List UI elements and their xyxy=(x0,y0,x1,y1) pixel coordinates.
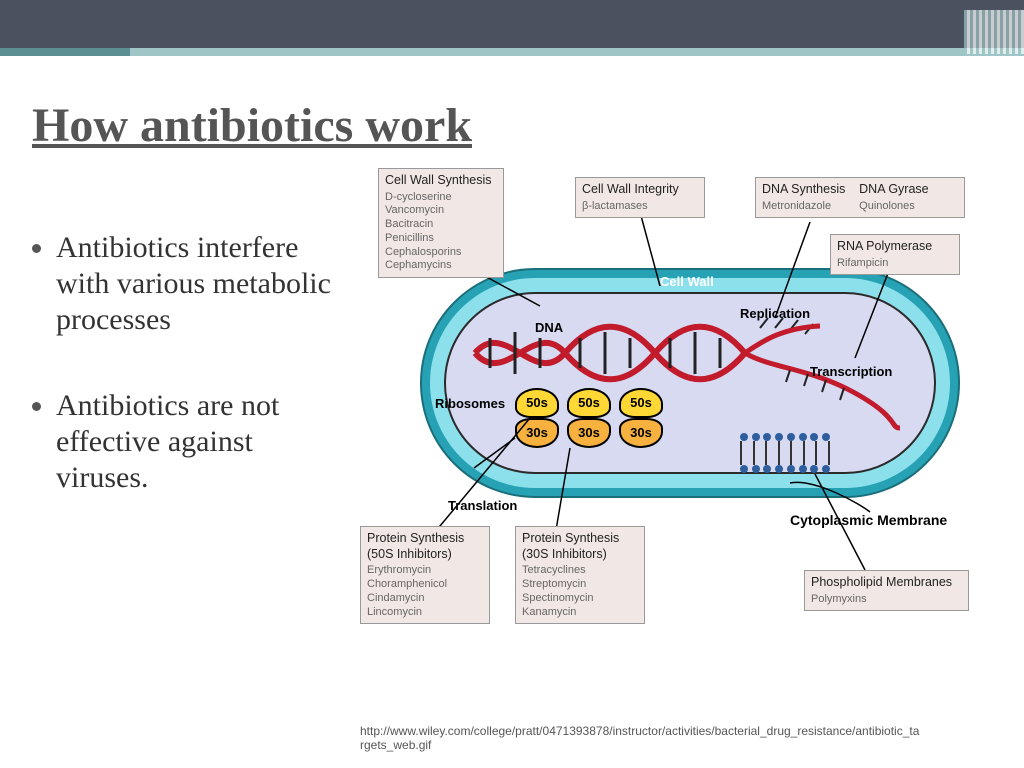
bullet-list: Antibiotics interfere with various metab… xyxy=(32,230,352,546)
replication-label: Replication xyxy=(740,306,810,321)
drug-item: Metronidazole xyxy=(762,200,831,212)
box-phospholipid: Phospholipid Membranes Polymyxins xyxy=(804,570,969,611)
box-title: Cell Wall Synthesis xyxy=(385,173,497,189)
cell-wall-label: Cell Wall xyxy=(660,274,714,289)
drug-item: Tetracyclines xyxy=(522,564,586,576)
box-title: Phospholipid Membranes xyxy=(811,575,962,591)
drug-item: Streptomycin xyxy=(522,578,586,590)
box-title: Cell Wall Integrity xyxy=(582,182,698,198)
bullet-item: Antibiotics interfere with various metab… xyxy=(56,230,352,338)
phospholipid-bilayer-icon xyxy=(740,433,830,473)
box-cell-wall-synthesis: Cell Wall Synthesis D-cycloserine Vancom… xyxy=(378,168,504,278)
transcription-label: Transcription xyxy=(810,364,892,379)
antibiotic-targets-diagram: Cell Wall xyxy=(360,168,1000,688)
box-dna-pair: DNA Synthesis Metronidazole DNA Gyrase Q… xyxy=(755,177,965,218)
ribosome-50s: 50s xyxy=(567,388,611,418)
ribosome-50s: 50s xyxy=(515,388,559,418)
box-title: DNA Synthesis xyxy=(762,182,856,198)
drug-item: Choramphenicol xyxy=(367,578,447,590)
slide-title: How antibiotics work xyxy=(32,98,472,153)
drug-item: Rifampicin xyxy=(837,257,888,269)
cyto-membrane-label: Cytoplasmic Membrane xyxy=(790,512,947,528)
header-stripe-decor xyxy=(964,10,1024,54)
drug-item: Kanamycin xyxy=(522,606,576,618)
bullet-item: Antibiotics are not effective against vi… xyxy=(56,388,352,496)
box-protein-30s: Protein Synthesis (30S Inhibitors) Tetra… xyxy=(515,526,645,624)
drug-item: Erythromycin xyxy=(367,564,431,576)
slide-header-bar xyxy=(0,0,1024,48)
drug-item: Bacitracin xyxy=(385,218,433,230)
drug-item: Polymyxins xyxy=(811,593,867,605)
dna-label: DNA xyxy=(535,320,563,335)
drug-item: Cephalosporins xyxy=(385,246,461,258)
header-accent-dark xyxy=(0,48,130,56)
box-title: Protein Synthesis (50S Inhibitors) xyxy=(367,531,483,562)
box-protein-50s: Protein Synthesis (50S Inhibitors) Eryth… xyxy=(360,526,490,624)
box-title: DNA Gyrase xyxy=(859,182,953,198)
ribosome-50s: 50s xyxy=(619,388,663,418)
box-title: Protein Synthesis (30S Inhibitors) xyxy=(522,531,638,562)
drug-item: Quinolones xyxy=(859,200,915,212)
drug-item: Vancomycin xyxy=(385,204,444,216)
image-source-url: http://www.wiley.com/college/pratt/04713… xyxy=(360,724,920,752)
drug-item: Penicillins xyxy=(385,232,434,244)
drug-item: Spectinomycin xyxy=(522,592,594,604)
header-accent-light xyxy=(130,48,1024,56)
drug-item: β-lactamases xyxy=(582,200,648,212)
box-cell-wall-integrity: Cell Wall Integrity β-lactamases xyxy=(575,177,705,218)
ribosomes-label: Ribosomes xyxy=(435,396,505,411)
box-title: RNA Polymerase xyxy=(837,239,953,255)
drug-item: Cindamycin xyxy=(367,592,424,604)
drug-item: Lincomycin xyxy=(367,606,422,618)
box-rna-polymerase: RNA Polymerase Rifampicin xyxy=(830,234,960,275)
drug-item: Cephamycins xyxy=(385,259,452,271)
translation-label: Translation xyxy=(448,498,517,513)
drug-item: D-cycloserine xyxy=(385,191,452,203)
